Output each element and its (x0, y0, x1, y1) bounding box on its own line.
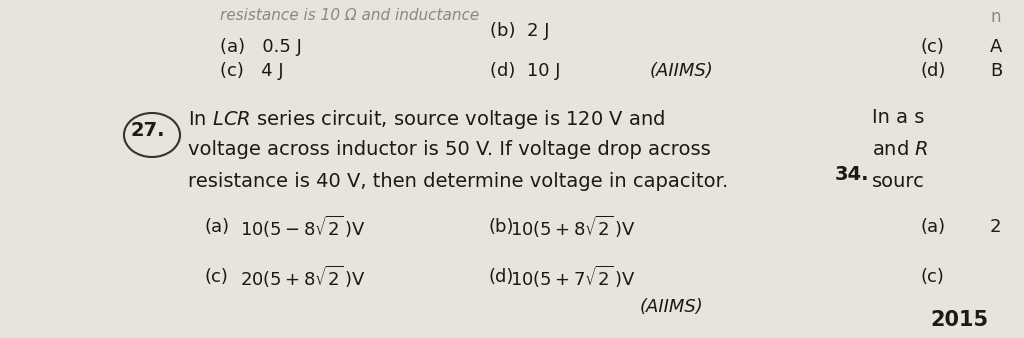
Text: voltage across inductor is 50 V. If voltage drop across: voltage across inductor is 50 V. If volt… (188, 140, 711, 159)
Text: resistance is 10 Ω and inductance: resistance is 10 Ω and inductance (220, 8, 479, 23)
Text: sourc: sourc (872, 172, 925, 191)
Text: 2015: 2015 (930, 310, 988, 330)
Text: 27.: 27. (131, 121, 165, 140)
Text: $10(5+7\sqrt{2}\,)$V: $10(5+7\sqrt{2}\,)$V (510, 264, 636, 290)
Text: (a): (a) (920, 218, 945, 236)
Text: (b): (b) (488, 218, 513, 236)
Text: B: B (990, 62, 1002, 80)
Text: In a s: In a s (872, 108, 925, 127)
Text: (AIIMS): (AIIMS) (640, 298, 703, 316)
Text: $10(5-8\sqrt{2}\,)$V: $10(5-8\sqrt{2}\,)$V (240, 214, 366, 240)
Text: (d)  10 J: (d) 10 J (490, 62, 560, 80)
Text: (c): (c) (205, 268, 229, 286)
Text: (a)   0.5 J: (a) 0.5 J (220, 38, 302, 56)
Text: (b)  2 J: (b) 2 J (490, 22, 550, 40)
Text: $20(5+8\sqrt{2}\,)$V: $20(5+8\sqrt{2}\,)$V (240, 264, 366, 290)
Text: In $LCR$ series circuit, source voltage is 120 V and: In $LCR$ series circuit, source voltage … (188, 108, 666, 131)
Text: $10(5+8\sqrt{2}\,)$V: $10(5+8\sqrt{2}\,)$V (510, 214, 636, 240)
Text: 34.: 34. (835, 165, 869, 184)
Text: (c): (c) (920, 268, 944, 286)
Text: A: A (990, 38, 1002, 56)
Text: (d): (d) (920, 62, 945, 80)
Text: (AIIMS): (AIIMS) (650, 62, 714, 80)
Text: resistance is 40 V, then determine voltage in capacitor.: resistance is 40 V, then determine volta… (188, 172, 728, 191)
Text: (a): (a) (205, 218, 230, 236)
Text: (c)   4 J: (c) 4 J (220, 62, 284, 80)
Text: n: n (990, 8, 1000, 26)
Text: and $R$: and $R$ (872, 140, 929, 159)
Text: 2: 2 (990, 218, 1001, 236)
Text: (c): (c) (920, 38, 944, 56)
Text: (d): (d) (488, 268, 513, 286)
